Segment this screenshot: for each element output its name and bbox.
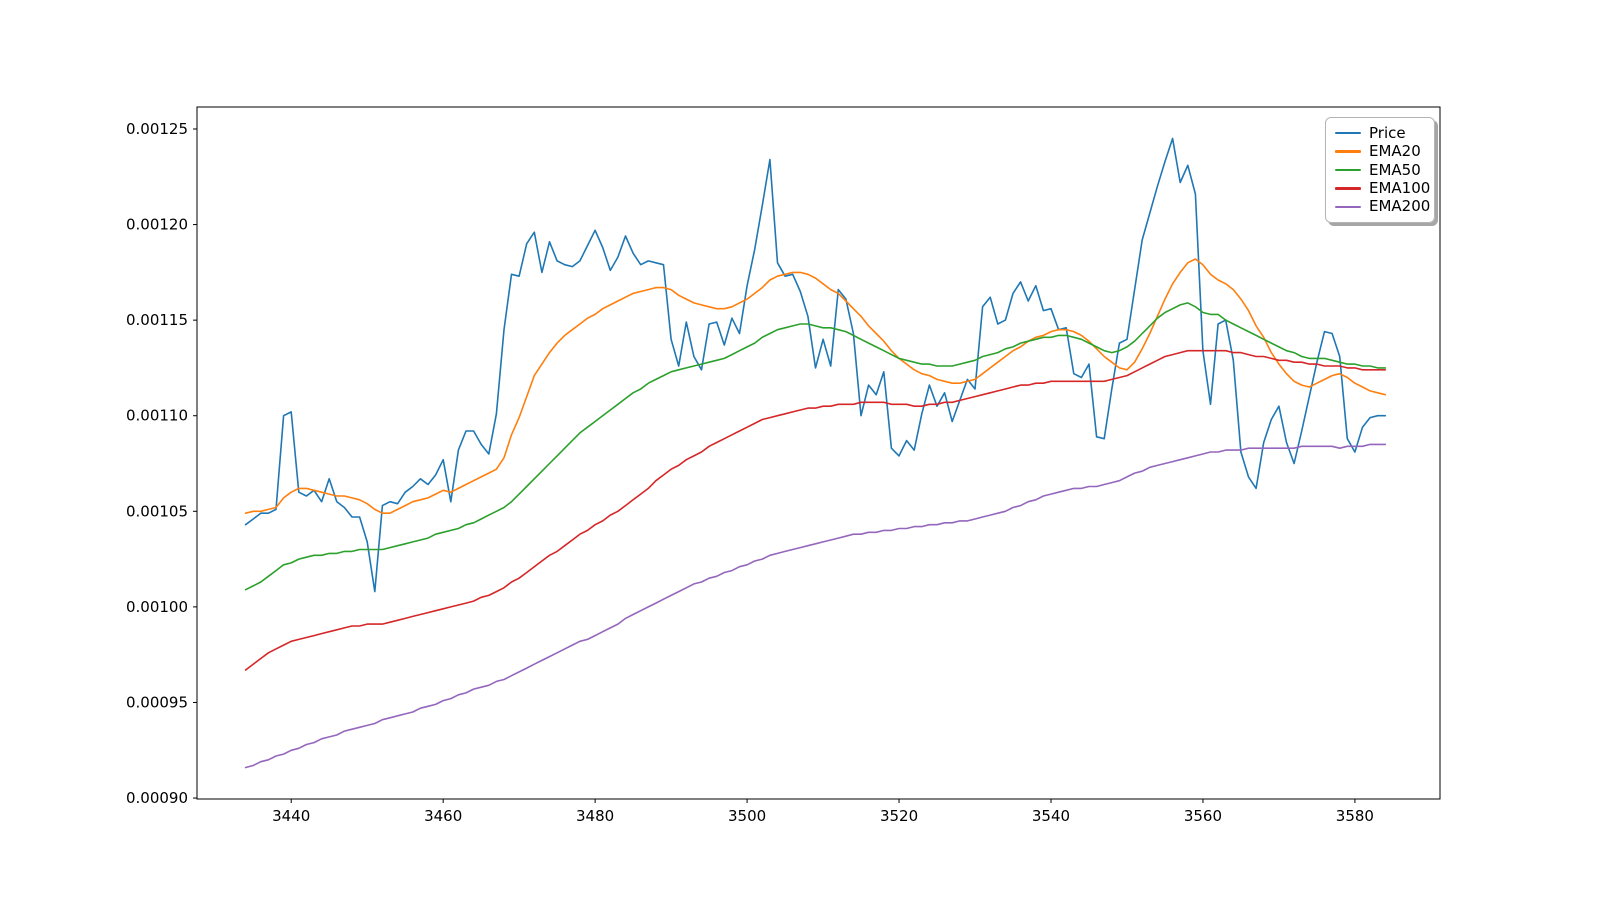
legend-entry-ema200: EMA200 [1335, 198, 1434, 216]
legend-line-sample [1335, 168, 1361, 172]
y-tick-label: 0.00110 [126, 407, 188, 425]
legend-line-sample [1335, 187, 1361, 190]
legend-entry-ema100: EMA100 [1335, 179, 1434, 197]
y-tick-label: 0.00125 [126, 120, 188, 138]
series-line-ema100 [244, 349, 1387, 671]
legend-label: Price [1369, 123, 1406, 142]
legend-label: EMA200 [1369, 197, 1431, 216]
y-tick-label: 0.00090 [126, 789, 188, 807]
series-line-ema20 [244, 258, 1387, 515]
legend-label: EMA100 [1369, 178, 1431, 197]
series-line-ema50 [244, 302, 1387, 591]
y-tick-label: 0.00095 [126, 693, 188, 711]
legend: Price EMA20 EMA50 EMA100 EMA200 [1325, 117, 1435, 223]
legend-label: EMA50 [1369, 160, 1421, 179]
legend-entry-ema20: EMA20 [1335, 142, 1434, 160]
y-tick-label: 0.00120 [126, 216, 188, 234]
x-tick-label: 3560 [1184, 807, 1222, 825]
x-tick-label: 3520 [880, 807, 918, 825]
x-tick-label: 3540 [1032, 807, 1070, 825]
series-lines [244, 137, 1387, 769]
legend-entry-price: Price [1335, 124, 1434, 142]
x-tick-label: 3440 [272, 807, 310, 825]
axes: 3440 3460 3480 3500 3520 3540 3560 3580 0.00090 0… [126, 106, 1441, 825]
x-tick-label: 3480 [576, 807, 614, 825]
x-tick-label: 3460 [424, 807, 462, 825]
series-line-ema200 [244, 443, 1387, 769]
plot-frame [196, 106, 1441, 800]
series-line-price [244, 137, 1387, 593]
x-tick-label: 3580 [1336, 807, 1374, 825]
legend-line-sample [1335, 205, 1361, 209]
x-tick-label: 3500 [728, 807, 766, 825]
legend-line-sample [1335, 131, 1361, 135]
legend-line-sample [1335, 150, 1361, 153]
legend-entry-ema50: EMA50 [1335, 161, 1434, 179]
y-tick-label: 0.00115 [126, 311, 188, 329]
y-tick-label: 0.00105 [126, 502, 188, 520]
y-tick-label: 0.00100 [126, 598, 188, 616]
legend-label: EMA20 [1369, 142, 1421, 161]
